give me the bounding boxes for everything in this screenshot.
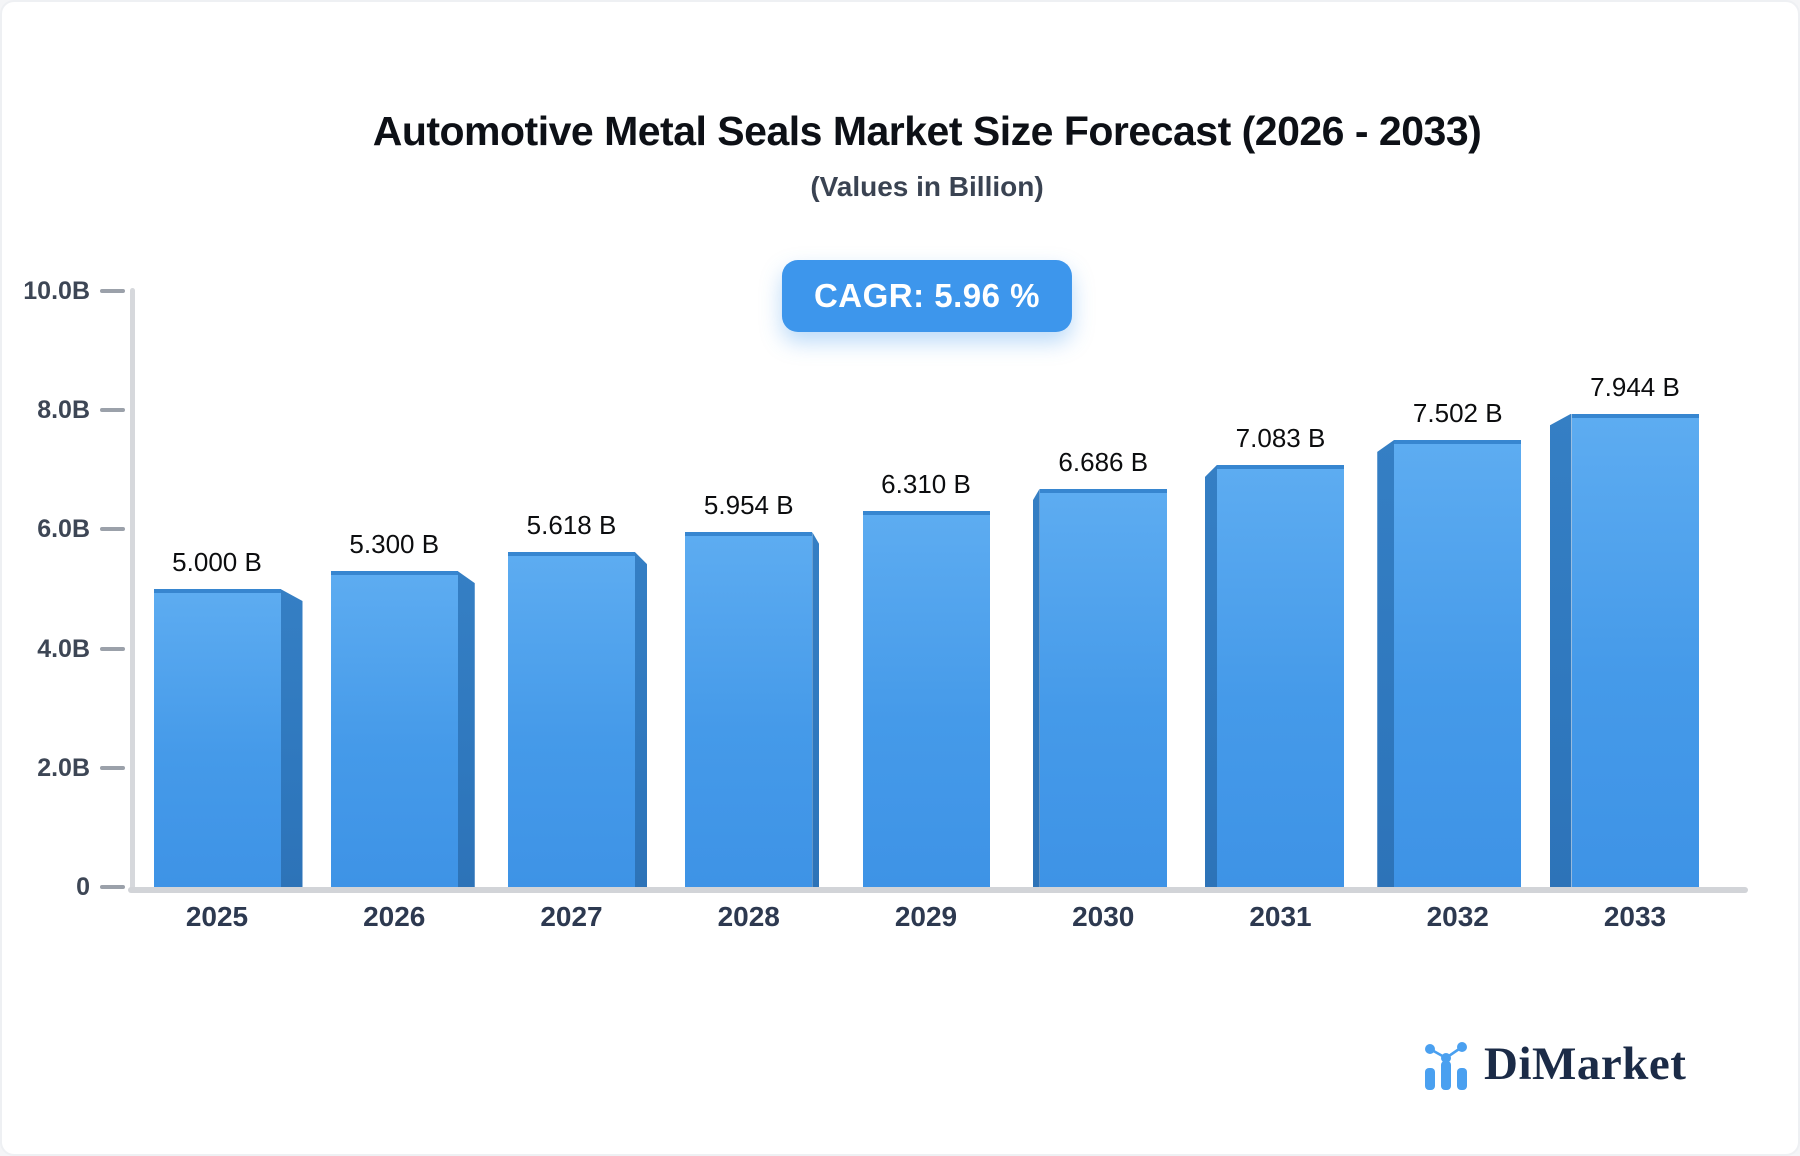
x-axis-label: 2031 [1249, 901, 1312, 932]
cagr-badge: CAGR: 5.96 % [781, 260, 1073, 332]
bar-value-label: 7.944 B [1590, 371, 1680, 402]
y-axis-label: 8.0B [37, 396, 90, 425]
y-axis-tick [100, 885, 125, 889]
chart-title: Automotive Metal Seals Market Size Forec… [372, 108, 1482, 154]
y-axis-label: 10.0B [23, 277, 90, 305]
bar-value-label: 6.310 B [881, 468, 971, 499]
y-axis-tick [100, 646, 125, 651]
bar-2026 [330, 571, 458, 887]
bar-3d-side [812, 532, 820, 887]
bar-value-label: 5.954 B [703, 490, 794, 521]
y-axis-label: 0 [76, 873, 90, 901]
bar-value-label: 5.618 B [526, 510, 617, 541]
y-axis-line [130, 288, 135, 893]
bar-3d-side [1549, 413, 1572, 887]
y-axis-tick [100, 765, 125, 770]
bar-value-label: 7.083 B [1235, 422, 1326, 453]
bar-3d-side [280, 589, 303, 887]
bar-2025 [153, 589, 281, 887]
y-axis-tick [100, 527, 125, 532]
bar-value-label: 7.502 B [1412, 397, 1503, 428]
brand-logo-icon [1425, 1042, 1467, 1090]
y-axis-label: 6.0B [37, 515, 90, 544]
bar-2028 [685, 532, 813, 887]
x-axis-label: 2032 [1426, 901, 1489, 932]
bar-value-label: 6.686 B [1058, 446, 1149, 477]
x-axis-label: 2029 [894, 901, 958, 932]
x-axis-label: 2030 [1072, 901, 1135, 932]
bar-2030 [1039, 488, 1167, 887]
bar-2031 [1217, 464, 1344, 887]
x-axis-label: 2028 [717, 901, 780, 932]
bar-value-label: 5.000 B [172, 547, 262, 577]
y-axis-label: 2.0B [37, 753, 90, 782]
y-axis-label: 4.0B [37, 634, 90, 663]
bar-2032 [1394, 439, 1522, 887]
brand-logo-text: DiMarket [1484, 1038, 1687, 1090]
bar-2033 [1571, 413, 1699, 887]
x-axis-line [128, 887, 1748, 893]
chart-subtitle: (Values in Billion) [810, 171, 1044, 202]
bar-3d-side [635, 552, 647, 887]
bar-3d-side [1032, 488, 1040, 887]
bar-value-label: 5.300 B [349, 529, 440, 560]
y-axis-tick [100, 408, 125, 413]
bar-3d-side [457, 571, 475, 887]
bar-3d-side [1205, 464, 1217, 887]
y-axis-tick [100, 289, 125, 293]
bar-2027 [508, 552, 635, 887]
x-axis-label: 2026 [363, 901, 426, 932]
bar-2029 [862, 510, 990, 887]
bar-3d-side [1377, 439, 1395, 887]
brand-logo: DiMarket [1423, 1036, 1686, 1092]
x-axis-label: 2027 [540, 901, 603, 932]
x-axis-label: 2025 [185, 901, 249, 932]
x-axis-label: 2033 [1603, 901, 1667, 932]
